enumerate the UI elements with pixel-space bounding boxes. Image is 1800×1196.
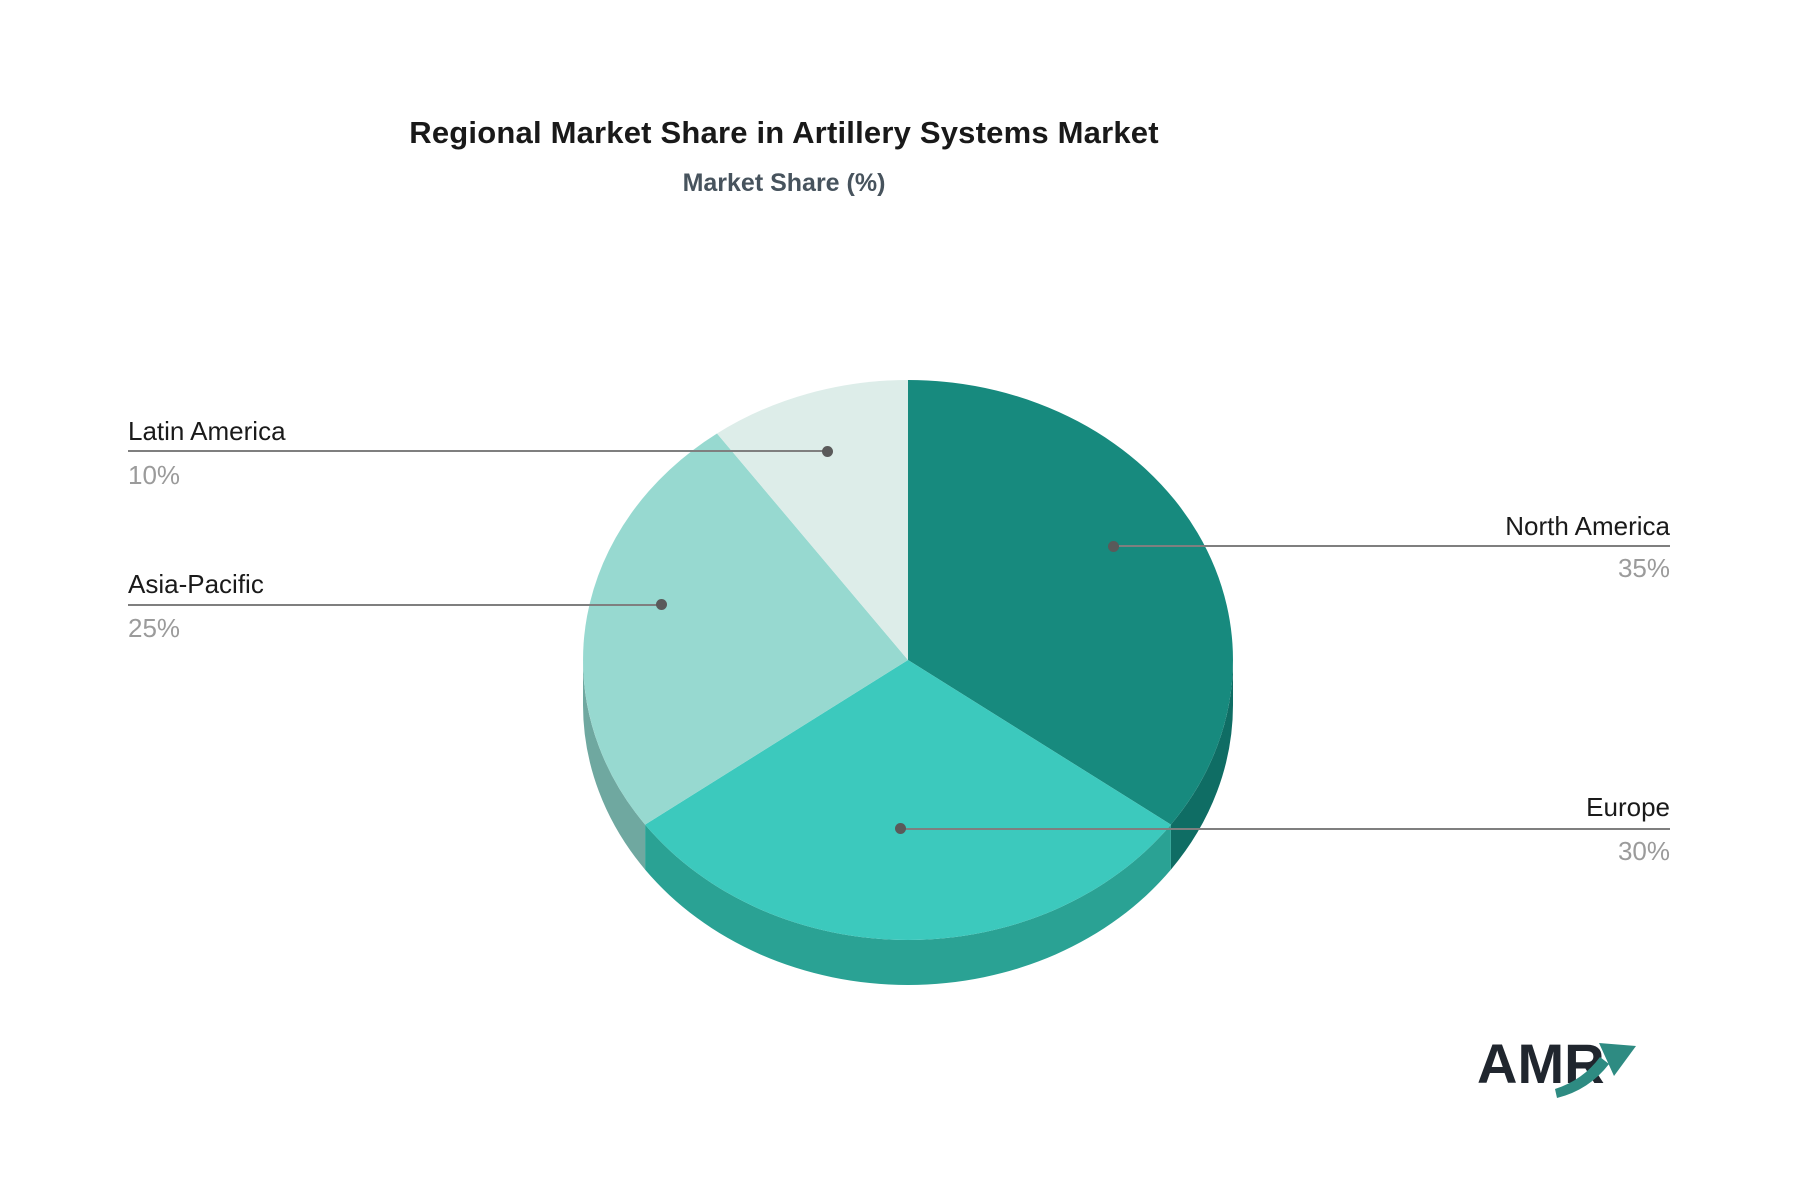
brand-logo: AMR: [1477, 1036, 1697, 1126]
pie-side-europe: [645, 824, 1171, 985]
leader-dot-asia-pacific: [656, 599, 667, 610]
leader-line-latin-america: [128, 450, 828, 452]
leader-line-asia-pacific: [128, 604, 662, 606]
logo-arrow-icon: [1555, 1043, 1636, 1098]
slice-value-asia-pacific: 25%: [128, 613, 181, 643]
slice-value-europe: 30%: [1617, 836, 1670, 866]
slice-label-asia-pacific: Asia-Pacific: [128, 569, 264, 599]
pie-side-asia-pacific: [583, 660, 646, 870]
leader-dot-europe: [895, 823, 906, 834]
pie-side-north-america: [1170, 660, 1233, 870]
leader-dot-north-america: [1108, 541, 1119, 552]
slice-value-north-america: 35%: [1617, 553, 1670, 583]
pie-slice-europe[interactable]: [645, 660, 1171, 940]
slice-label-latin-america: Latin America: [128, 416, 286, 446]
leader-line-europe: [901, 828, 1670, 830]
leader-line-north-america: [1114, 545, 1670, 547]
leader-dot-latin-america: [822, 446, 833, 457]
pie-slice-asia-pacific[interactable]: [583, 433, 908, 825]
chart-subtitle: Market Share (%): [682, 169, 886, 197]
slice-value-latin-america: 10%: [128, 460, 181, 490]
chart-title: Regional Market Share in Artillery Syste…: [409, 115, 1159, 150]
slice-label-north-america: North America: [1505, 511, 1670, 541]
slice-label-europe: Europe: [1586, 792, 1670, 822]
pie-slice-north-america[interactable]: [908, 380, 1233, 825]
